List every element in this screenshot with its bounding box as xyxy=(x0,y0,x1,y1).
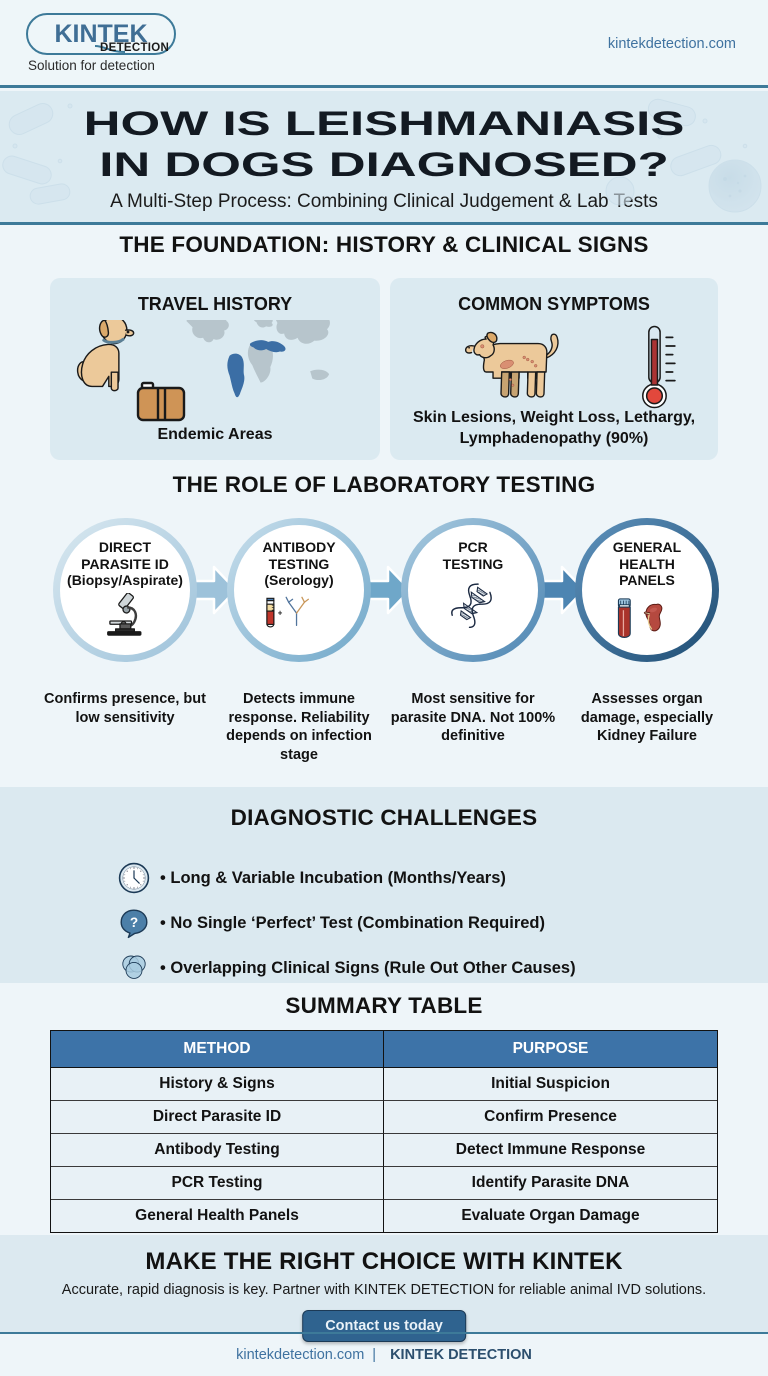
svg-text:?: ? xyxy=(130,915,138,930)
svg-text:+: + xyxy=(278,608,283,617)
